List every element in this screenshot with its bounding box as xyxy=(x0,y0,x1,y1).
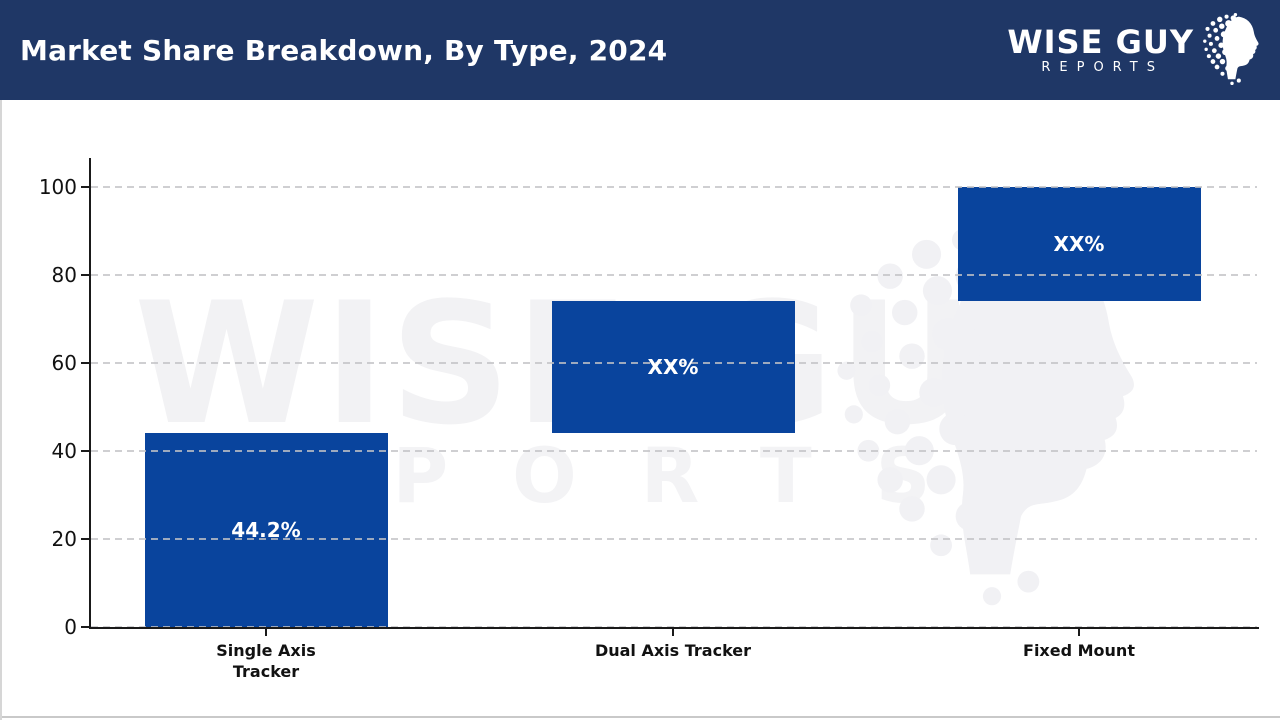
logo-wordmark-main: WISE GUY xyxy=(1007,23,1194,61)
y-tick-label: 80 xyxy=(51,263,77,287)
y-tick-mark xyxy=(81,274,89,276)
y-tick-mark xyxy=(81,186,89,188)
gridline xyxy=(91,450,1257,452)
bar-value-label: 44.2% xyxy=(231,517,301,542)
brand-logo: WISE GUY REPORTS xyxy=(1007,6,1266,94)
y-tick-label: 0 xyxy=(64,615,77,639)
bar xyxy=(144,432,388,627)
x-tick-mark xyxy=(672,629,674,636)
x-tick-label: Dual Axis Tracker xyxy=(594,641,752,660)
logo-face-icon xyxy=(1198,6,1266,94)
chart-area: WISE GUY REPORTS 0 20 40 60 80 100 44.2% XX% XX%… xyxy=(0,100,1280,720)
logo-wordmark-sub: REPORTS xyxy=(1041,60,1164,75)
y-tick-mark xyxy=(81,538,89,540)
gridline xyxy=(91,362,1257,364)
bar xyxy=(551,301,795,433)
x-tick-label: Fixed Mount xyxy=(1023,641,1135,660)
x-axis-line xyxy=(89,627,1259,629)
gridline xyxy=(91,186,1257,188)
x-tick-mark xyxy=(265,629,267,636)
gridline xyxy=(91,538,1257,540)
bottom-border-line xyxy=(2,716,1280,718)
y-tick-label: 20 xyxy=(51,527,77,551)
y-tick-label: 40 xyxy=(51,439,77,463)
bar xyxy=(957,187,1201,302)
y-tick-mark xyxy=(81,626,89,628)
x-tick-label: Single Axis Tracker xyxy=(216,641,316,681)
y-axis-line xyxy=(89,158,91,629)
chart-title: Market Share Breakdown, By Type, 2024 xyxy=(20,33,668,67)
y-tick-mark xyxy=(81,450,89,452)
bar-value-label: XX% xyxy=(647,354,699,379)
bar-value-label: XX% xyxy=(1053,232,1105,257)
header: Market Share Breakdown, By Type, 2024 WI… xyxy=(0,0,1280,100)
y-tick-label: 60 xyxy=(51,351,77,375)
y-tick-label: 100 xyxy=(38,175,77,199)
x-tick-mark xyxy=(1078,629,1080,636)
y-tick-mark xyxy=(81,362,89,364)
logo-wordmark: WISE GUY REPORTS xyxy=(1007,26,1194,74)
gridline xyxy=(91,274,1257,276)
